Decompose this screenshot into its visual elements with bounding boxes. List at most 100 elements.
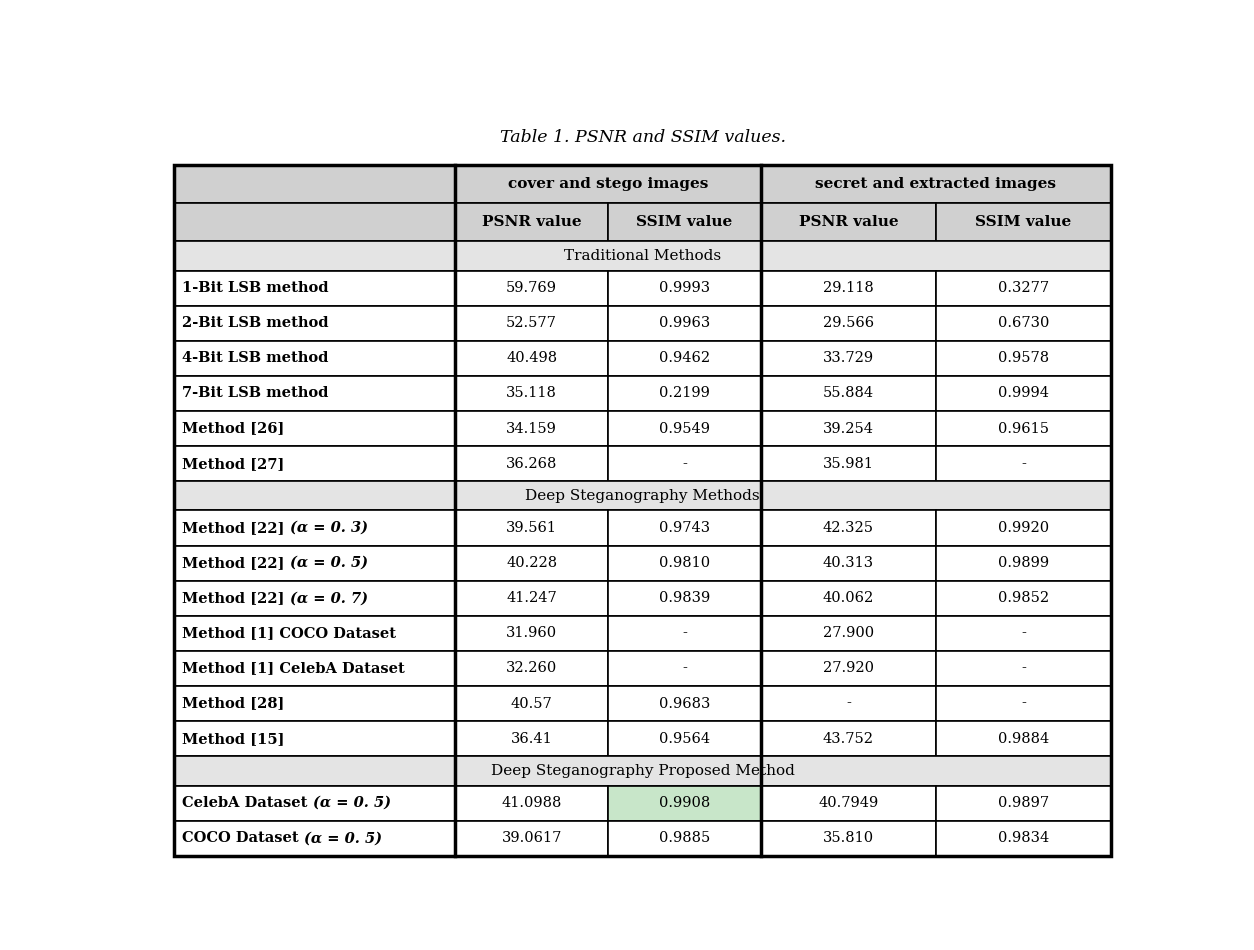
Text: cover and stego images: cover and stego images — [508, 178, 709, 191]
Bar — [935, 203, 1111, 241]
Bar — [174, 756, 1111, 786]
Text: Method [22]: Method [22] — [182, 521, 290, 535]
Text: 0.6730: 0.6730 — [998, 316, 1050, 331]
Text: 0.9683: 0.9683 — [658, 696, 710, 711]
Bar — [455, 203, 608, 241]
Bar — [455, 580, 608, 616]
Bar — [608, 203, 761, 241]
Text: -: - — [682, 661, 687, 675]
Bar — [174, 306, 455, 341]
Bar — [455, 271, 608, 306]
Text: 0.9615: 0.9615 — [998, 422, 1050, 435]
Bar — [174, 376, 455, 411]
Bar — [935, 686, 1111, 721]
Bar — [935, 271, 1111, 306]
Text: 0.9549: 0.9549 — [658, 422, 710, 435]
Text: Method [27]: Method [27] — [182, 457, 285, 470]
Bar — [608, 376, 761, 411]
Bar — [935, 651, 1111, 686]
Bar — [761, 446, 935, 482]
Bar — [455, 786, 608, 821]
Bar — [174, 616, 455, 651]
Text: 27.900: 27.900 — [823, 626, 874, 640]
Text: -: - — [1021, 457, 1026, 470]
Bar — [761, 341, 935, 376]
Text: (α = 0. 5): (α = 0. 5) — [303, 831, 381, 846]
Bar — [174, 721, 455, 756]
Text: 39.561: 39.561 — [507, 521, 557, 535]
Text: Method [28]: Method [28] — [182, 696, 285, 711]
Text: (α = 0. 3): (α = 0. 3) — [290, 521, 367, 535]
Text: -: - — [682, 457, 687, 470]
Text: 36.41: 36.41 — [510, 732, 553, 746]
Text: 0.9578: 0.9578 — [998, 352, 1050, 366]
Bar — [608, 446, 761, 482]
Bar — [935, 341, 1111, 376]
Text: 55.884: 55.884 — [823, 387, 874, 401]
Bar — [761, 616, 935, 651]
Text: Deep Steganography Methods: Deep Steganography Methods — [525, 489, 760, 503]
Bar — [608, 545, 761, 580]
Text: 33.729: 33.729 — [823, 352, 874, 366]
Text: 35.981: 35.981 — [823, 457, 874, 470]
Bar — [608, 721, 761, 756]
Bar — [608, 651, 761, 686]
Text: -: - — [1021, 626, 1026, 640]
Bar — [608, 821, 761, 856]
Text: 0.9994: 0.9994 — [998, 387, 1050, 401]
Text: 2-Bit LSB method: 2-Bit LSB method — [182, 316, 329, 331]
Text: secret and extracted images: secret and extracted images — [815, 178, 1056, 191]
Bar — [761, 821, 935, 856]
Text: (α = 0. 5): (α = 0. 5) — [290, 556, 367, 570]
Bar — [761, 271, 935, 306]
Bar — [174, 411, 455, 446]
Bar — [935, 411, 1111, 446]
Text: 0.9897: 0.9897 — [998, 796, 1050, 810]
Bar — [608, 306, 761, 341]
Bar — [935, 306, 1111, 341]
Bar — [608, 510, 761, 545]
Text: SSIM value: SSIM value — [636, 216, 732, 229]
Text: 7-Bit LSB method: 7-Bit LSB method — [182, 387, 329, 401]
Text: 0.9743: 0.9743 — [658, 521, 710, 535]
Text: 0.9810: 0.9810 — [658, 556, 710, 570]
Bar — [761, 165, 1111, 203]
Text: 42.325: 42.325 — [823, 521, 874, 535]
Bar — [761, 203, 935, 241]
Text: 0.3277: 0.3277 — [998, 281, 1050, 295]
Text: 0.9963: 0.9963 — [658, 316, 710, 331]
Bar — [761, 786, 935, 821]
Bar — [761, 721, 935, 756]
Bar — [608, 271, 761, 306]
Text: Table 1. PSNR and SSIM values.: Table 1. PSNR and SSIM values. — [499, 129, 786, 146]
Bar — [174, 510, 455, 545]
Bar — [455, 821, 608, 856]
Bar — [935, 376, 1111, 411]
Text: -: - — [846, 696, 850, 711]
Bar — [935, 821, 1111, 856]
Text: SSIM value: SSIM value — [976, 216, 1072, 229]
Text: Traditional Methods: Traditional Methods — [564, 249, 721, 263]
Text: (α = 0. 5): (α = 0. 5) — [312, 796, 390, 810]
Bar — [174, 821, 455, 856]
Bar — [174, 203, 455, 241]
Text: 41.247: 41.247 — [507, 591, 557, 605]
Bar — [455, 376, 608, 411]
Bar — [174, 165, 455, 203]
Text: 34.159: 34.159 — [507, 422, 557, 435]
Text: Method [22]: Method [22] — [182, 556, 290, 570]
Bar — [174, 686, 455, 721]
Text: 29.566: 29.566 — [823, 316, 874, 331]
Bar — [174, 271, 455, 306]
Text: 0.9920: 0.9920 — [998, 521, 1050, 535]
Bar — [935, 446, 1111, 482]
Bar — [174, 482, 1111, 510]
Text: 4-Bit LSB method: 4-Bit LSB method — [182, 352, 329, 366]
Text: Method [26]: Method [26] — [182, 422, 285, 435]
Bar — [935, 545, 1111, 580]
Bar — [761, 651, 935, 686]
Bar — [455, 306, 608, 341]
Text: PSNR value: PSNR value — [482, 216, 582, 229]
Bar — [935, 721, 1111, 756]
Bar — [608, 786, 761, 821]
